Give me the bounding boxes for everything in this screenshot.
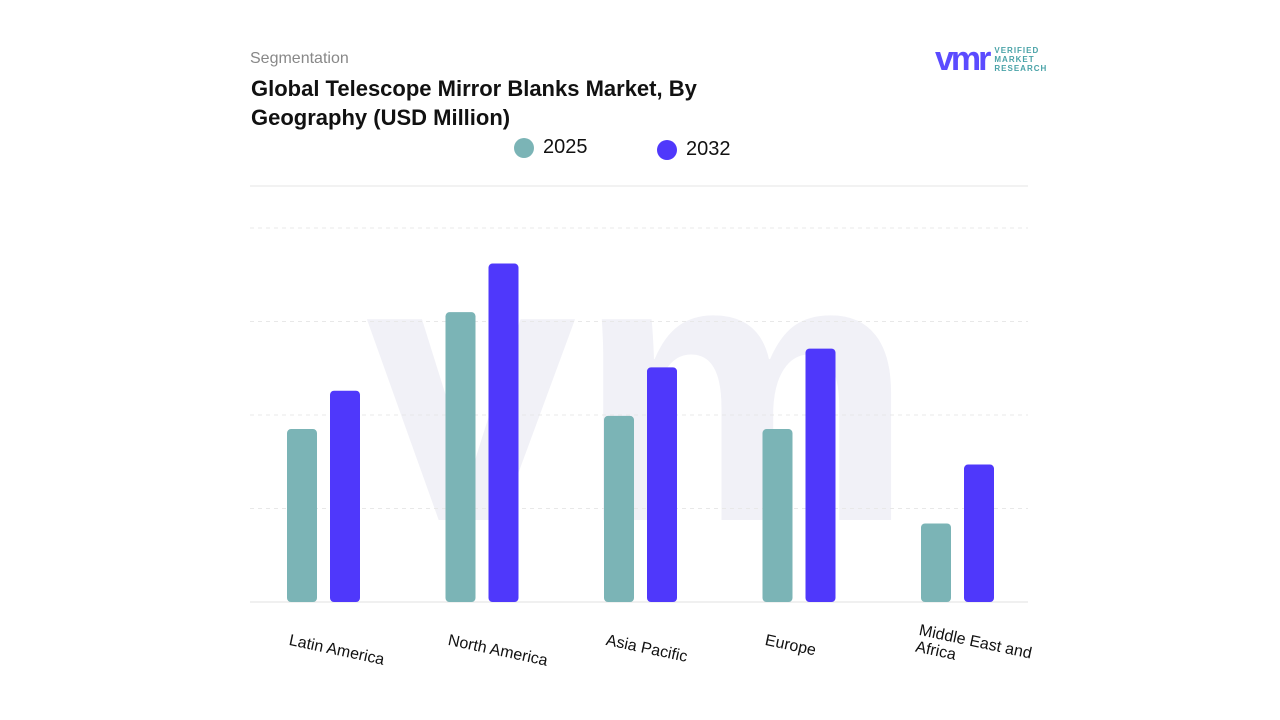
logo-line-2: MARKET xyxy=(994,54,1035,64)
chart-title: Global Telescope Mirror Blanks Market, B… xyxy=(251,76,697,130)
vmr-logo: vmr VERIFIED MARKET RESEARCH xyxy=(935,40,1048,78)
bar-middle-east-and-africa-2032 xyxy=(964,464,994,602)
logo-mark: vmr xyxy=(935,40,991,78)
bar-middle-east-and-africa-2025 xyxy=(921,523,951,602)
bar-europe-2032 xyxy=(805,348,836,602)
legend-swatch-2032 xyxy=(657,139,677,160)
legend-label-2032: 2032 xyxy=(686,138,731,160)
logo-line-1: VERIFIED xyxy=(994,45,1040,55)
legend-swatch-2025 xyxy=(514,137,534,158)
bar-north-america-2025 xyxy=(445,312,476,602)
bar-latin-america-2032 xyxy=(330,390,360,602)
legend-item-2032: 2032 xyxy=(657,138,731,161)
segment-label: Segmentation xyxy=(250,50,349,67)
bar-europe-2025 xyxy=(762,429,793,602)
legend-label-2025: 2025 xyxy=(543,136,588,158)
bar-asia-pacific-2025 xyxy=(604,415,634,602)
bar-asia-pacific-2032 xyxy=(647,367,677,602)
bar-north-america-2032 xyxy=(488,263,519,602)
legend-item-2025: 2025 xyxy=(514,136,588,159)
logo-line-3: RESEARCH xyxy=(994,63,1048,73)
bar-latin-america-2025 xyxy=(287,429,317,602)
